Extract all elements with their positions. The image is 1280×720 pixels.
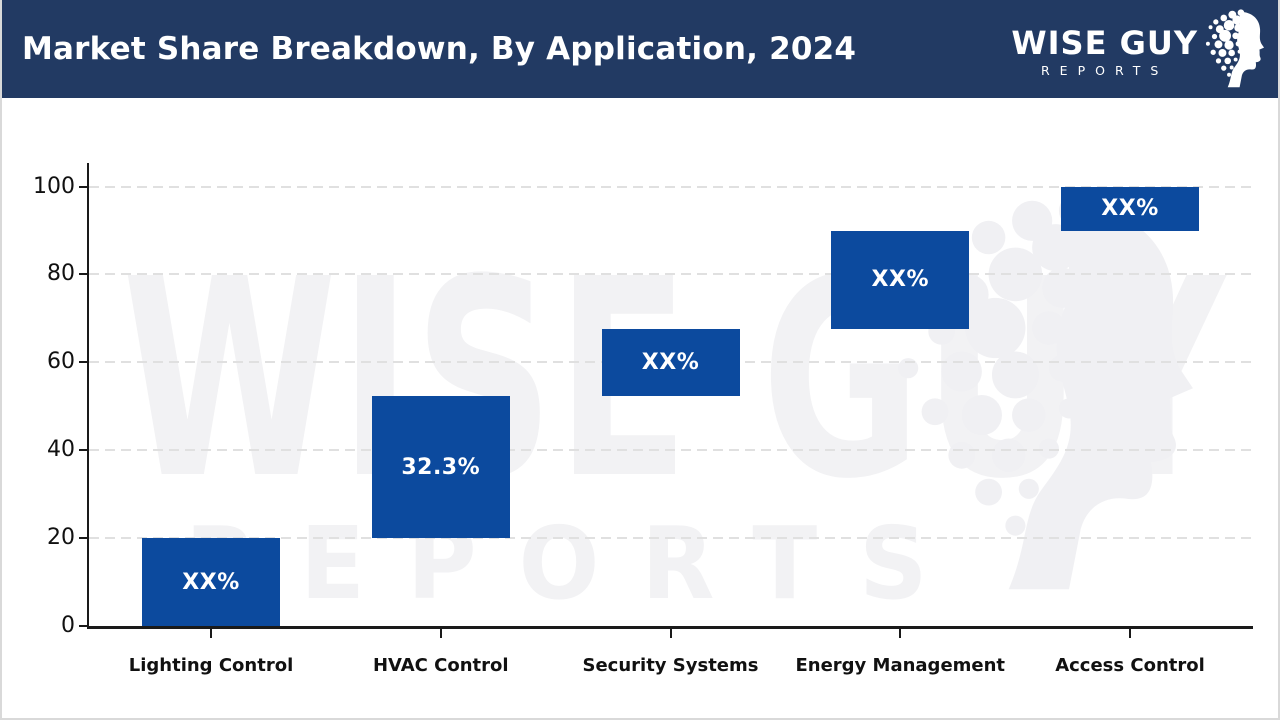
- bar-lighting-control: XX%: [142, 538, 280, 626]
- x-axis-line: [87, 626, 1253, 629]
- x-axis-tick-hvac-control: [439, 629, 442, 638]
- y-axis-tick-60: [79, 361, 88, 364]
- y-axis-line: [87, 163, 89, 629]
- y-axis-tick-80: [79, 273, 88, 276]
- x-category-label-hvac-control: HVAC Control: [372, 655, 509, 676]
- x-category-label-lighting-control: Lighting Control: [128, 655, 294, 676]
- gridline-20: [89, 537, 1253, 540]
- x-axis-tick-energy-management: [899, 629, 902, 638]
- brand-tagline: REPORTS: [1041, 62, 1169, 78]
- y-axis-tick-label-40: 40: [47, 437, 75, 463]
- y-axis-tick-label-0: 0: [61, 613, 75, 638]
- y-axis-tick-label-100: 100: [33, 173, 75, 199]
- bar-value-label-hvac-control: 32.3%: [401, 454, 481, 480]
- gridline-100: [89, 185, 1253, 188]
- bar-value-label-energy-management: XX%: [871, 267, 929, 293]
- brand-head-icon: [1205, 9, 1265, 88]
- page-title: Market Share Breakdown, By Application, …: [22, 31, 857, 67]
- header-bar: Market Share Breakdown, By Application, …: [0, 0, 1280, 98]
- brand-logo: WISE GUY REPORTS: [1011, 9, 1266, 89]
- x-axis-tick-security-systems: [669, 629, 672, 638]
- bar-energy-management: XX%: [831, 230, 970, 329]
- y-axis-tick-100: [79, 185, 88, 188]
- x-category-label-access-control: Access Control: [1055, 655, 1205, 676]
- y-axis-tick-label-60: 60: [47, 349, 75, 375]
- brand-logo-text: WISE GUY REPORTS: [1011, 27, 1198, 78]
- watermark-text-line2: REPORTS: [185, 506, 970, 623]
- x-axis-tick-lighting-control: [210, 629, 212, 638]
- x-category-label-security-systems: Security Systems: [582, 655, 759, 676]
- x-axis-tick-access-control: [1129, 629, 1131, 638]
- bar-value-label-security-systems: XX%: [641, 349, 700, 375]
- bar-security-systems: XX%: [601, 328, 740, 397]
- x-category-label-energy-management: Energy Management: [795, 655, 1006, 676]
- bar-value-label-lighting-control: XX%: [182, 569, 240, 595]
- y-axis-tick-40: [79, 449, 88, 452]
- bar-access-control: XX%: [1061, 186, 1199, 231]
- bar-hvac-control: 32.3%: [371, 396, 510, 539]
- gridline-80: [89, 273, 1253, 276]
- gridline-40: [89, 449, 1253, 452]
- brand-name: WISE GUY: [1011, 23, 1198, 62]
- y-axis-tick-label-80: 80: [47, 261, 75, 287]
- y-axis-tick-0: [79, 625, 88, 627]
- y-axis-tick-20: [79, 537, 88, 540]
- y-axis-tick-label-20: 20: [47, 525, 75, 551]
- bar-value-label-access-control: XX%: [1101, 196, 1159, 222]
